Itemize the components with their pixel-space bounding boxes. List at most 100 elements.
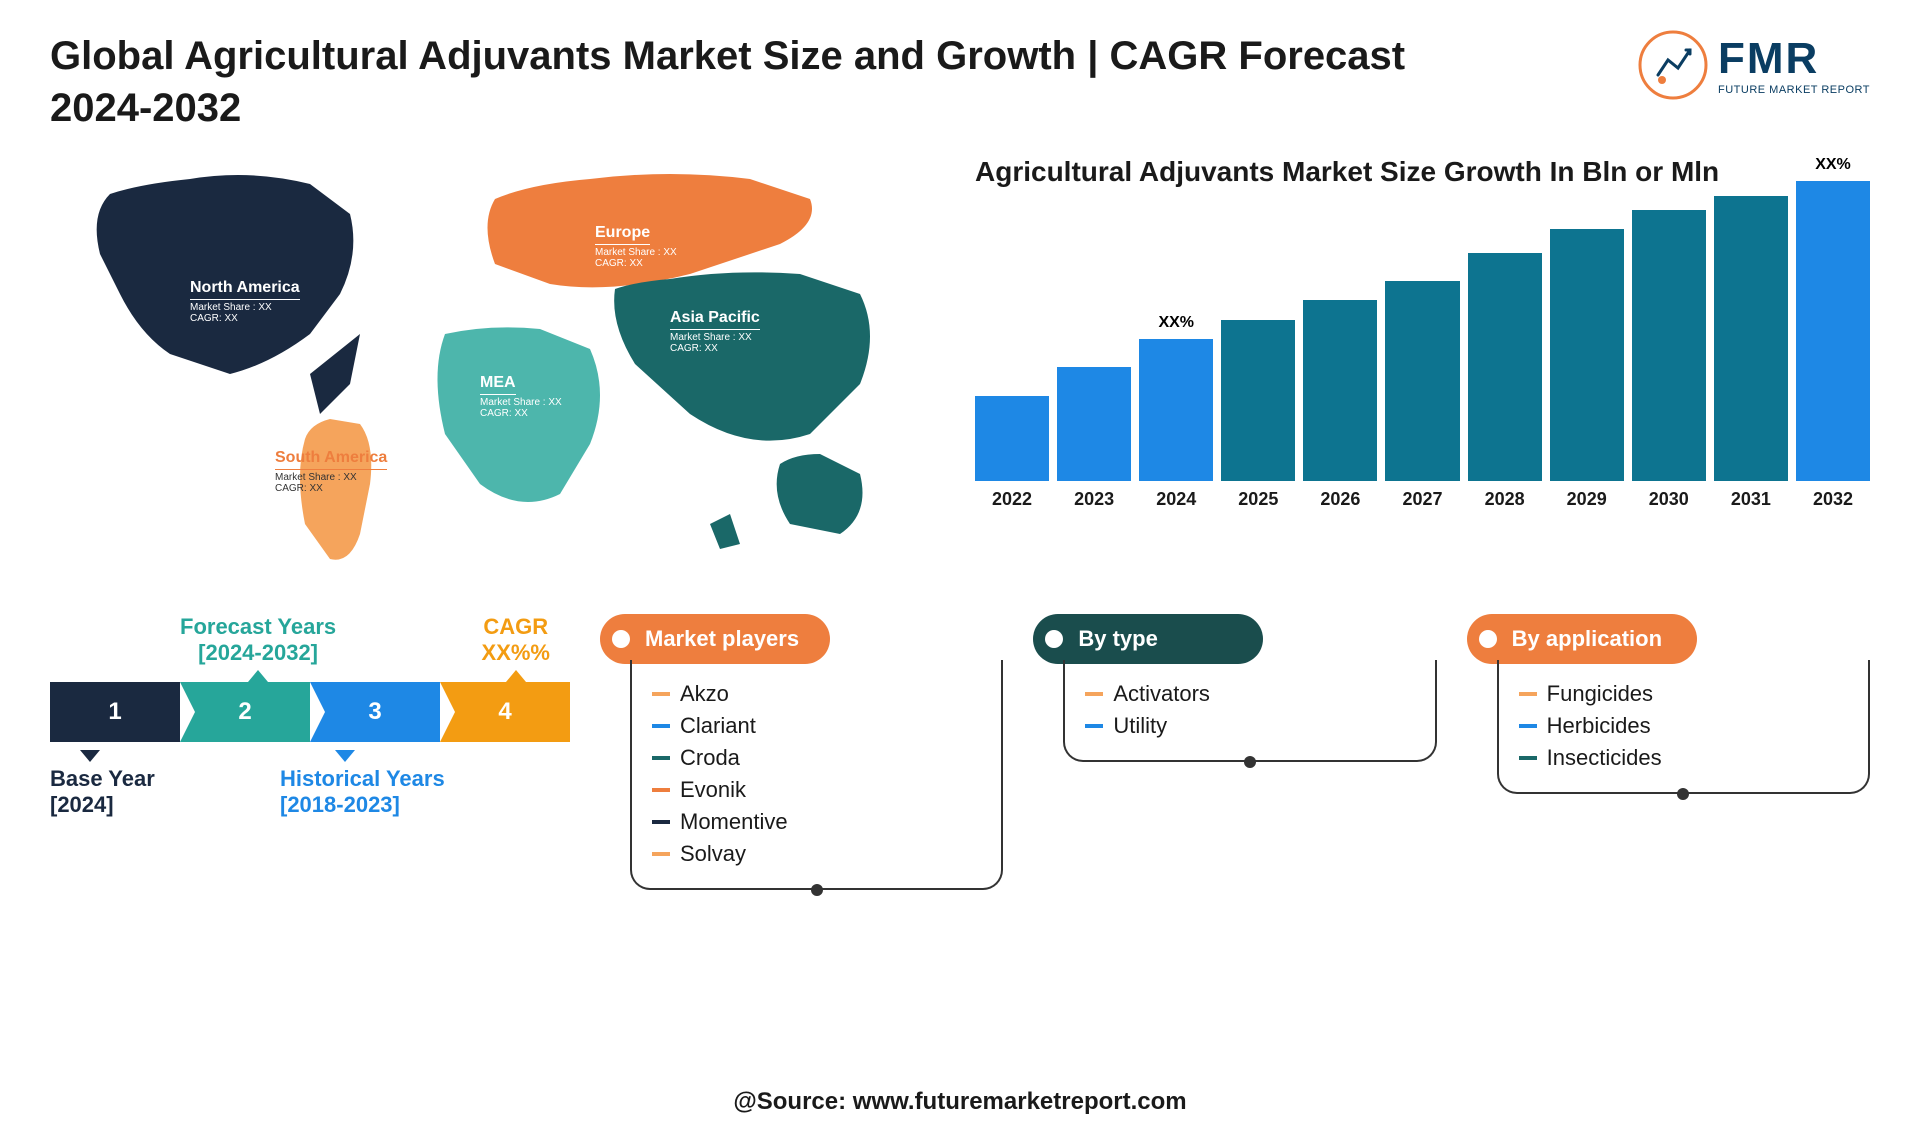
map-svg — [50, 154, 900, 574]
hist-label: Historical Years [2018-2023] — [280, 750, 445, 818]
category-item: Momentive — [652, 806, 981, 838]
arrow-up-icon — [248, 670, 268, 682]
bar-year: 2030 — [1649, 489, 1689, 510]
bar-group: 2023 — [1057, 367, 1131, 510]
bullet-icon — [1085, 692, 1103, 696]
category-header: By application — [1467, 614, 1697, 664]
category-item-text: Fungicides — [1547, 681, 1653, 707]
arrow-up-icon — [506, 670, 526, 682]
top-section: North America Market Share : XX CAGR: XX… — [50, 154, 1870, 574]
bar-year: 2026 — [1320, 489, 1360, 510]
bar — [1632, 210, 1706, 481]
category-item: Fungicides — [1519, 678, 1848, 710]
category-box: Market players Akzo Clariant Croda Evonik Mom… — [600, 614, 1003, 890]
region-south-america: South America Market Share : XX CAGR: XX — [275, 449, 387, 494]
region-north-america: North America Market Share : XX CAGR: XX — [190, 279, 300, 324]
category-item-text: Evonik — [680, 777, 746, 803]
category-item-text: Utility — [1113, 713, 1167, 739]
bar-year: 2027 — [1402, 489, 1442, 510]
bar-chart: 20222023XX%20242025202620272028202920302… — [975, 210, 1870, 510]
bar-year: 2028 — [1485, 489, 1525, 510]
bar-group: 2028 — [1468, 253, 1542, 511]
bar — [1714, 196, 1788, 482]
category-item: Solvay — [652, 838, 981, 870]
timeline-bottom-labels: Base Year [2024] Historical Years [2018-… — [50, 750, 570, 830]
category-item-text: Clariant — [680, 713, 756, 739]
category-header: By type — [1033, 614, 1263, 664]
growth-chart: Agricultural Adjuvants Market Size Growt… — [975, 154, 1870, 574]
bar-group: 2022 — [975, 396, 1049, 511]
category-header: Market players — [600, 614, 830, 664]
timeline: Forecast Years [2024-2032] CAGR XX%% 1 2… — [50, 614, 570, 890]
bar — [975, 396, 1049, 482]
category-item: Evonik — [652, 774, 981, 806]
bar-group: 2029 — [1550, 229, 1624, 510]
bar — [1303, 300, 1377, 481]
bar-group: 2025 — [1221, 320, 1295, 511]
bar-year: 2032 — [1813, 489, 1853, 510]
category-item: Utility — [1085, 710, 1414, 742]
bottom-section: Forecast Years [2024-2032] CAGR XX%% 1 2… — [50, 614, 1870, 890]
category-item-text: Akzo — [680, 681, 729, 707]
bar-year: 2025 — [1238, 489, 1278, 510]
bar-year: 2029 — [1567, 489, 1607, 510]
bullet-icon — [652, 788, 670, 792]
logo-sub: FUTURE MARKET REPORT — [1718, 84, 1870, 96]
bar-year: 2023 — [1074, 489, 1114, 510]
timeline-top-labels: Forecast Years [2024-2032] CAGR XX%% — [50, 614, 570, 674]
step-1: 1 — [50, 682, 180, 742]
region-europe: Europe Market Share : XX CAGR: XX — [595, 224, 677, 269]
category-item: Akzo — [652, 678, 981, 710]
arrow-down-icon — [335, 750, 355, 762]
bar-year: 2024 — [1156, 489, 1196, 510]
bullet-icon — [1519, 692, 1537, 696]
category-box: By type Activators Utility — [1033, 614, 1436, 890]
bullet-icon — [1519, 724, 1537, 728]
bullet-icon — [652, 852, 670, 856]
step-3: 3 — [310, 682, 440, 742]
category-item: Insecticides — [1519, 742, 1848, 774]
category-item: Activators — [1085, 678, 1414, 710]
header: Global Agricultural Adjuvants Market Siz… — [50, 30, 1870, 134]
bar — [1057, 367, 1131, 481]
categories: Market players Akzo Clariant Croda Evonik Mom… — [600, 614, 1870, 890]
category-item-text: Herbicides — [1547, 713, 1651, 739]
bar: XX% — [1796, 181, 1870, 481]
base-label: Base Year [2024] — [50, 750, 155, 818]
logo-text: FMR FUTURE MARKET REPORT — [1718, 34, 1870, 96]
category-body: Akzo Clariant Croda Evonik Momentive Solvay — [630, 660, 1003, 890]
category-item-text: Activators — [1113, 681, 1210, 707]
bullet-icon — [652, 820, 670, 824]
category-item: Croda — [652, 742, 981, 774]
arrow-down-icon — [80, 750, 100, 762]
category-item-text: Croda — [680, 745, 740, 771]
bar-group: 2030 — [1632, 210, 1706, 510]
category-item-text: Solvay — [680, 841, 746, 867]
bar-top-label: XX% — [1158, 314, 1194, 332]
category-item: Clariant — [652, 710, 981, 742]
bar — [1550, 229, 1624, 481]
page-title: Global Agricultural Adjuvants Market Siz… — [50, 30, 1450, 134]
bar-group: 2026 — [1303, 300, 1377, 510]
bullet-icon — [1085, 724, 1103, 728]
source-attribution: @Source: www.futuremarketreport.com — [733, 1088, 1186, 1116]
category-body: Fungicides Herbicides Insecticides — [1497, 660, 1870, 794]
bullet-icon — [652, 756, 670, 760]
category-item: Herbicides — [1519, 710, 1848, 742]
logo: FMR FUTURE MARKET REPORT — [1638, 30, 1870, 100]
bar — [1221, 320, 1295, 482]
logo-fmr: FMR — [1718, 34, 1870, 84]
bar-group: 2031 — [1714, 196, 1788, 511]
category-box: By application Fungicides Herbicides Insect… — [1467, 614, 1870, 890]
bullet-icon — [652, 692, 670, 696]
region-asia-pacific: Asia Pacific Market Share : XX CAGR: XX — [670, 309, 760, 354]
logo-icon — [1638, 30, 1708, 100]
bar-group: XX%2024 — [1139, 339, 1213, 511]
bar-year: 2022 — [992, 489, 1032, 510]
bar-group: XX% 2032 — [1796, 181, 1870, 510]
world-map: North America Market Share : XX CAGR: XX… — [50, 154, 945, 574]
bar — [1385, 281, 1459, 481]
cagr-label: CAGR XX%% — [482, 614, 550, 682]
bar-top-label: XX% — [1815, 156, 1851, 174]
bullet-icon — [652, 724, 670, 728]
